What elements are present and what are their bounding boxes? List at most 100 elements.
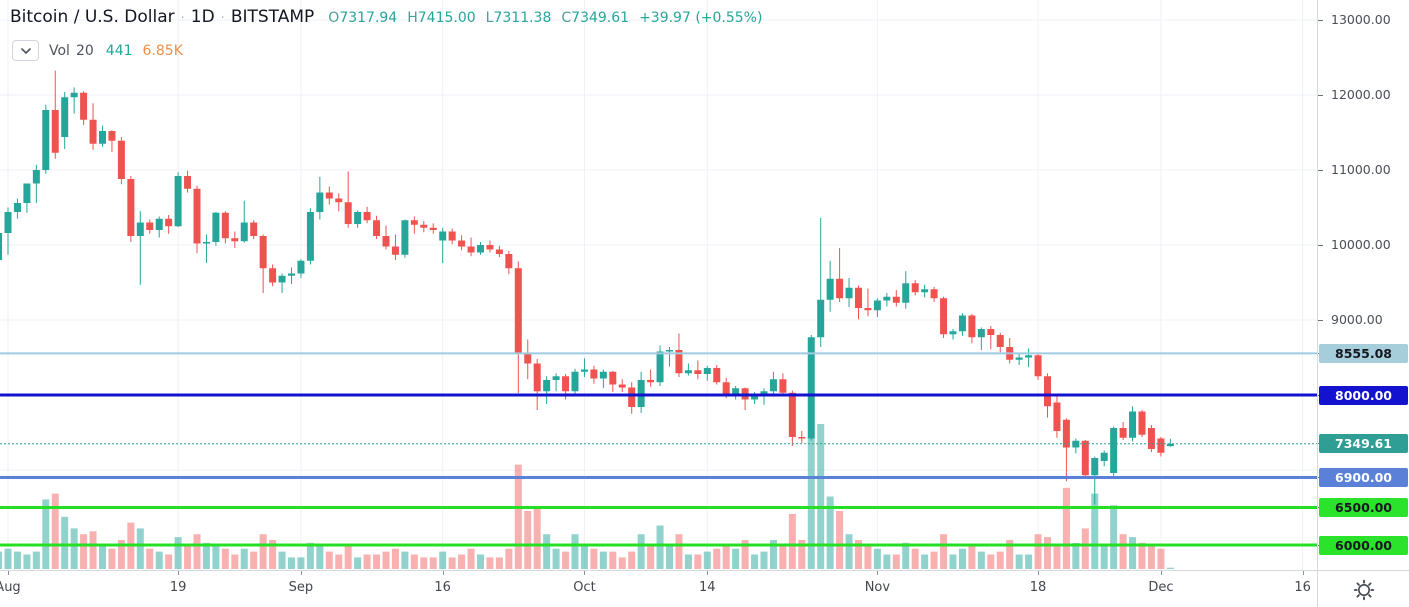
price-axis[interactable]: 13000.00 12000.00 11000.00 10000.00 9000.00 8… (1317, 0, 1409, 570)
volume-bar (1110, 505, 1118, 569)
candles-layer (0, 70, 1174, 505)
legend-collapse-button[interactable] (12, 40, 39, 61)
candle-body (429, 227, 437, 230)
candle-body (751, 396, 759, 400)
candle-body (647, 380, 655, 383)
volume-bar (1138, 542, 1146, 569)
volume-bar (325, 551, 333, 569)
candle-body (543, 380, 551, 392)
price-tick-mark (1318, 169, 1323, 171)
volume-bar (13, 551, 21, 569)
candle-body (580, 369, 588, 372)
interval-label[interactable]: 1D (190, 7, 215, 27)
volume-bar (174, 537, 182, 569)
volume-bar (306, 542, 314, 569)
volume-bar (836, 511, 844, 569)
volume-bar (278, 551, 286, 569)
indicator-length: 20 (75, 42, 94, 59)
candle-body (0, 233, 3, 260)
volume-bar (439, 551, 447, 569)
time-tick-mark (1302, 571, 1304, 575)
price-tag: 8000.00 (1319, 385, 1408, 405)
volume-bar (117, 540, 125, 569)
volume-bar (996, 551, 1004, 569)
volume-bar (1129, 537, 1137, 569)
candle-wick (1065, 418, 1067, 482)
close-value: C7349.61 (561, 10, 630, 26)
time-tick-label: Nov (864, 580, 891, 595)
volume-bar (609, 551, 617, 569)
volume-bar (146, 548, 154, 569)
candle-wick (347, 171, 349, 228)
volume-bar (1100, 545, 1108, 569)
candle-body (410, 220, 418, 225)
volume-legend: Vol 20 441 6.85K (12, 40, 183, 61)
candle-body (911, 283, 919, 293)
volume-bar (1044, 537, 1051, 569)
time-tick-label: Sep (288, 580, 314, 595)
price-tag: 6900.00 (1319, 468, 1408, 487)
volume-bar (212, 545, 220, 569)
volume-bar (420, 557, 428, 569)
candle-body (401, 220, 409, 255)
candle-body (99, 131, 106, 144)
volume-bar (1119, 534, 1127, 569)
price-tick-label: 9000.00 (1331, 312, 1383, 327)
candle-body (873, 300, 881, 311)
volume-bar (911, 548, 919, 569)
candle-body (713, 368, 721, 383)
candle-wick (583, 358, 585, 377)
candle-body (495, 249, 503, 254)
volume-bar (202, 542, 210, 569)
volume-bar (193, 534, 201, 569)
volume-bar (486, 557, 494, 569)
volume-bar (741, 540, 749, 569)
time-axis[interactable]: Aug 19 Sep 16 Oct 14 Nov 18 Dec 16 (0, 570, 1317, 607)
candle-body (892, 296, 900, 303)
candle-body (1015, 357, 1023, 360)
chart-header: Bitcoin / U.S. Dollar · 1D · BITSTAMP O7… (10, 7, 762, 27)
candle-body (1147, 428, 1155, 449)
time-tick-label: 18 (1029, 580, 1047, 595)
candle-body (562, 376, 570, 392)
candle-body (42, 110, 50, 170)
candle-body (363, 212, 371, 221)
chart-pane[interactable] (0, 0, 1317, 570)
price-tag: 6000.00 (1319, 535, 1408, 555)
volume-bar (410, 554, 418, 569)
volume-layer (0, 424, 1174, 569)
volume-bar (713, 548, 721, 569)
candle-body (1081, 440, 1089, 476)
indicator-name[interactable]: Vol (49, 42, 70, 59)
price-tag: 6500.00 (1319, 498, 1408, 517)
candle-body (769, 379, 777, 392)
volume-bar (89, 531, 97, 569)
volume-bar (1147, 545, 1155, 569)
symbol-title[interactable]: Bitcoin / U.S. Dollar (10, 7, 175, 27)
candle-body (599, 371, 607, 379)
volume-bar (477, 554, 484, 569)
volume-bar (599, 551, 607, 569)
volume-bar (873, 548, 881, 569)
chart-settings-icon[interactable] (1351, 577, 1377, 603)
candle-body (826, 278, 834, 300)
volume-bar (269, 540, 277, 569)
candle-wick (243, 200, 245, 243)
volume-bar (61, 516, 69, 569)
volume-bar (184, 545, 192, 569)
candle-body (373, 220, 381, 236)
volume-bar (694, 554, 702, 569)
volume-bar (458, 554, 466, 569)
volume-bar (817, 424, 825, 569)
candle-body (13, 203, 21, 212)
price-tick-mark (1318, 244, 1323, 246)
candle-body (467, 246, 475, 253)
volume-bar (533, 508, 541, 569)
volume-bar (0, 551, 3, 569)
candle-wick (413, 216, 415, 234)
candle-body (4, 212, 12, 233)
volume-bar (684, 554, 692, 569)
candle-body (656, 351, 664, 383)
time-tick-mark (178, 571, 180, 575)
time-tick-mark (300, 571, 302, 575)
